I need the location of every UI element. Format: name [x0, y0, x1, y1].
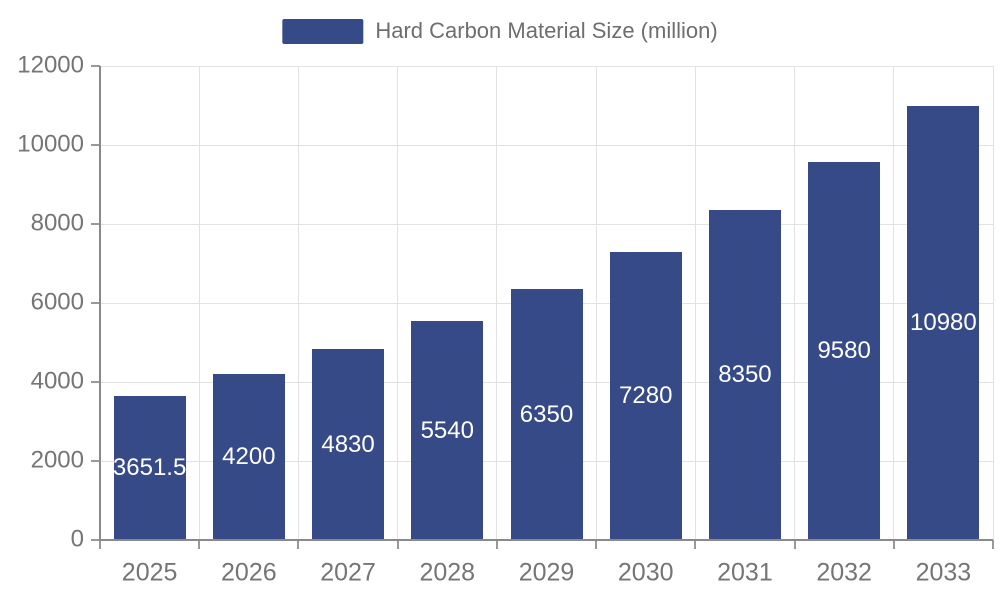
v-gridline [397, 66, 399, 540]
legend-label: Hard Carbon Material Size (million) [375, 18, 718, 43]
y-tick-label: 12000 [17, 51, 84, 79]
v-gridline [893, 66, 895, 540]
y-tick [91, 460, 100, 462]
x-tick [396, 540, 399, 549]
v-gridline [198, 66, 200, 540]
bar [708, 210, 781, 540]
y-tick-label: 6000 [30, 288, 84, 316]
v-gridline [595, 66, 597, 540]
bar [212, 374, 285, 540]
x-tick [694, 540, 697, 549]
v-gridline [297, 66, 299, 540]
y-tick-label: 8000 [30, 209, 84, 237]
x-tick [892, 540, 895, 549]
x-tick [992, 540, 994, 549]
bar-value-label: 7280 [619, 382, 673, 410]
x-tick-label: 2030 [617, 558, 674, 587]
bar [113, 395, 186, 540]
legend-item[interactable]: Hard Carbon Material Size (million) [282, 18, 718, 44]
legend-swatch [282, 18, 364, 44]
bar-value-label: 4830 [321, 430, 375, 458]
x-tick-label: 2025 [121, 558, 178, 587]
bar [907, 106, 980, 540]
x-tick-label: 2027 [320, 558, 376, 587]
bar-value-label: 10980 [910, 309, 977, 337]
y-tick [91, 381, 100, 383]
y-axis-line [99, 66, 101, 540]
x-tick [793, 540, 796, 549]
x-tick-label: 2032 [816, 558, 872, 587]
bar-value-label: 8350 [718, 361, 772, 389]
v-gridline [992, 66, 994, 540]
x-tick-label: 2029 [518, 558, 575, 587]
y-tick [91, 144, 100, 146]
x-tick-label: 2028 [419, 558, 476, 587]
bar-value-label: 6350 [519, 400, 574, 428]
v-gridline [794, 66, 796, 540]
bar [411, 321, 484, 540]
x-tick [495, 540, 498, 549]
y-tick-label: 4000 [30, 367, 84, 395]
x-axis-line [99, 539, 993, 541]
bar [312, 349, 385, 540]
y-tick-label: 10000 [17, 130, 84, 158]
y-tick-label: 0 [70, 525, 84, 553]
x-tick-label: 2026 [221, 558, 277, 587]
bar [510, 289, 583, 540]
bar [808, 161, 881, 540]
y-tick [91, 223, 100, 225]
x-tick [198, 540, 201, 549]
x-tick [99, 540, 101, 549]
x-tick-label: 2031 [717, 558, 773, 587]
bar-value-label: 3651.5 [112, 453, 187, 481]
x-tick [595, 540, 598, 549]
y-tick-label: 2000 [30, 446, 84, 474]
h-gridline [100, 223, 993, 225]
x-tick [297, 540, 300, 549]
bar [609, 252, 682, 540]
bar-value-label: 5540 [420, 416, 474, 444]
x-tick-label: 2033 [915, 558, 972, 587]
y-tick [91, 539, 100, 541]
h-gridline [100, 65, 993, 67]
y-tick [91, 302, 100, 304]
bar-value-label: 9580 [817, 336, 871, 364]
bar-value-label: 4200 [222, 443, 276, 471]
v-gridline [496, 66, 498, 540]
h-gridline [100, 144, 993, 146]
v-gridline [694, 66, 696, 540]
y-tick [91, 65, 100, 67]
